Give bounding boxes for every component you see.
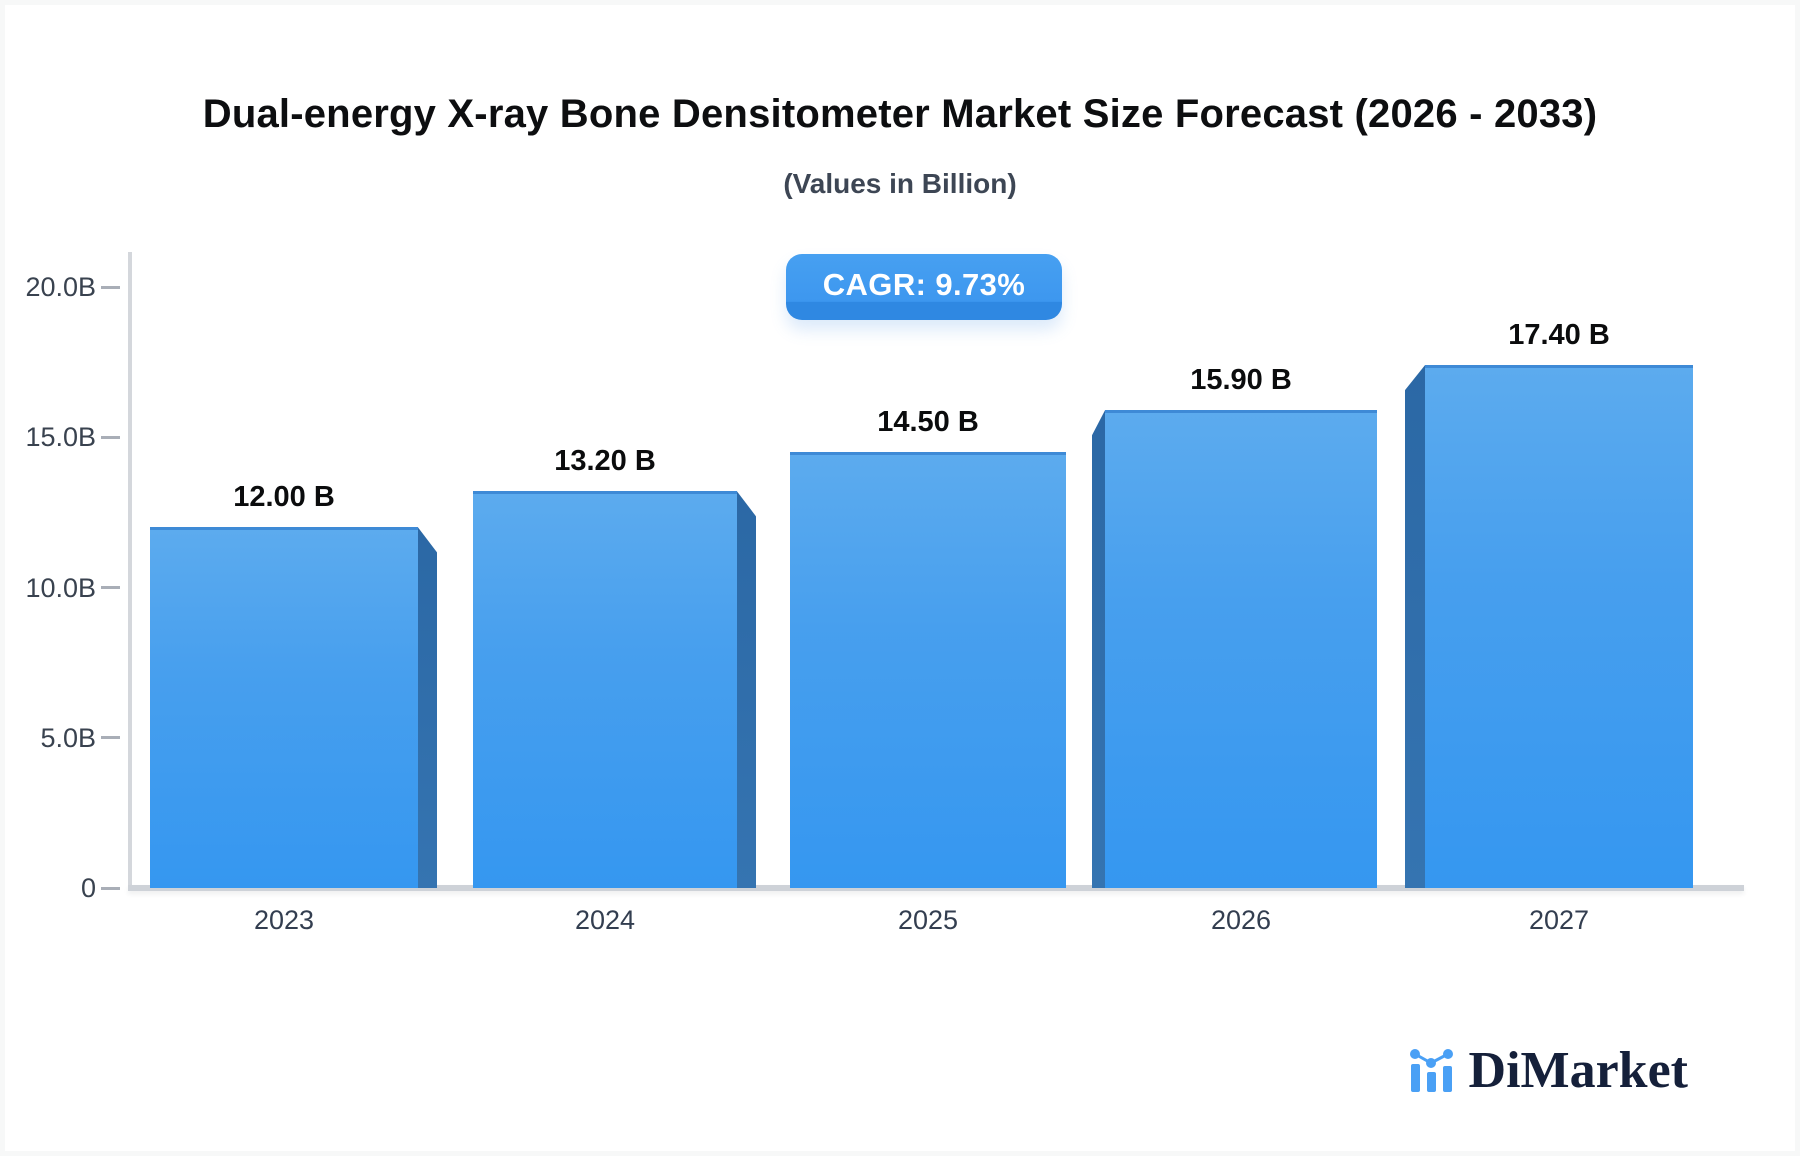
y-tick-label: 20.0B	[25, 272, 96, 302]
bar-2027-3d-side	[1405, 365, 1425, 888]
x-axis-line	[128, 885, 1744, 891]
x-axis-label-2023: 2023	[253, 905, 315, 935]
cagr-badge-label: CAGR: 9.73%	[822, 267, 1026, 302]
bar-2024	[473, 491, 737, 888]
bar-value-label-2024: 13.20 B	[554, 445, 656, 478]
x-axis-label-2025: 2025	[897, 905, 959, 935]
bar-2023-3d-side	[418, 527, 437, 888]
bar-value-label-2023: 12.00 B	[233, 481, 335, 514]
y-tick-label: 15.0B	[25, 422, 96, 453]
y-tick-mark	[101, 736, 120, 740]
bar-2027	[1425, 365, 1693, 888]
bar-2026	[1105, 410, 1377, 888]
logo-chart-icon	[1409, 1049, 1453, 1092]
bar-value-label-2025: 14.50 B	[877, 406, 979, 439]
bar-value-label-2027: 17.40 B	[1508, 319, 1610, 352]
y-tick-mark	[101, 586, 120, 589]
chart-title: Dual-energy X-ray Bone Densitometer Mark…	[202, 92, 1598, 136]
y-tick-mark	[101, 435, 120, 439]
y-tick-mark	[101, 285, 120, 289]
bar-2023	[150, 527, 418, 888]
y-tick-label: 10.0B	[25, 572, 96, 603]
bar-value-label-2026: 15.90 B	[1190, 364, 1292, 397]
y-axis-line	[128, 252, 132, 888]
footer-logo: DiMarket	[1409, 1038, 1688, 1104]
bar-2025	[790, 452, 1066, 888]
bar-2024-3d-side	[737, 491, 756, 888]
x-axis-label-2027: 2027	[1528, 905, 1590, 935]
y-tick-label: 0	[80, 873, 96, 903]
logo-text: DiMarket	[1468, 1042, 1688, 1099]
bar-2026-3d-side	[1092, 410, 1105, 888]
y-tick-label: 5.0B	[40, 722, 96, 753]
chart-subtitle: (Values in Billion)	[783, 168, 1017, 199]
x-axis-label-2026: 2026	[1210, 905, 1272, 935]
y-tick-mark	[101, 886, 120, 890]
x-axis-label-2024: 2024	[574, 905, 636, 935]
cagr-badge: CAGR: 9.73%	[786, 254, 1062, 320]
